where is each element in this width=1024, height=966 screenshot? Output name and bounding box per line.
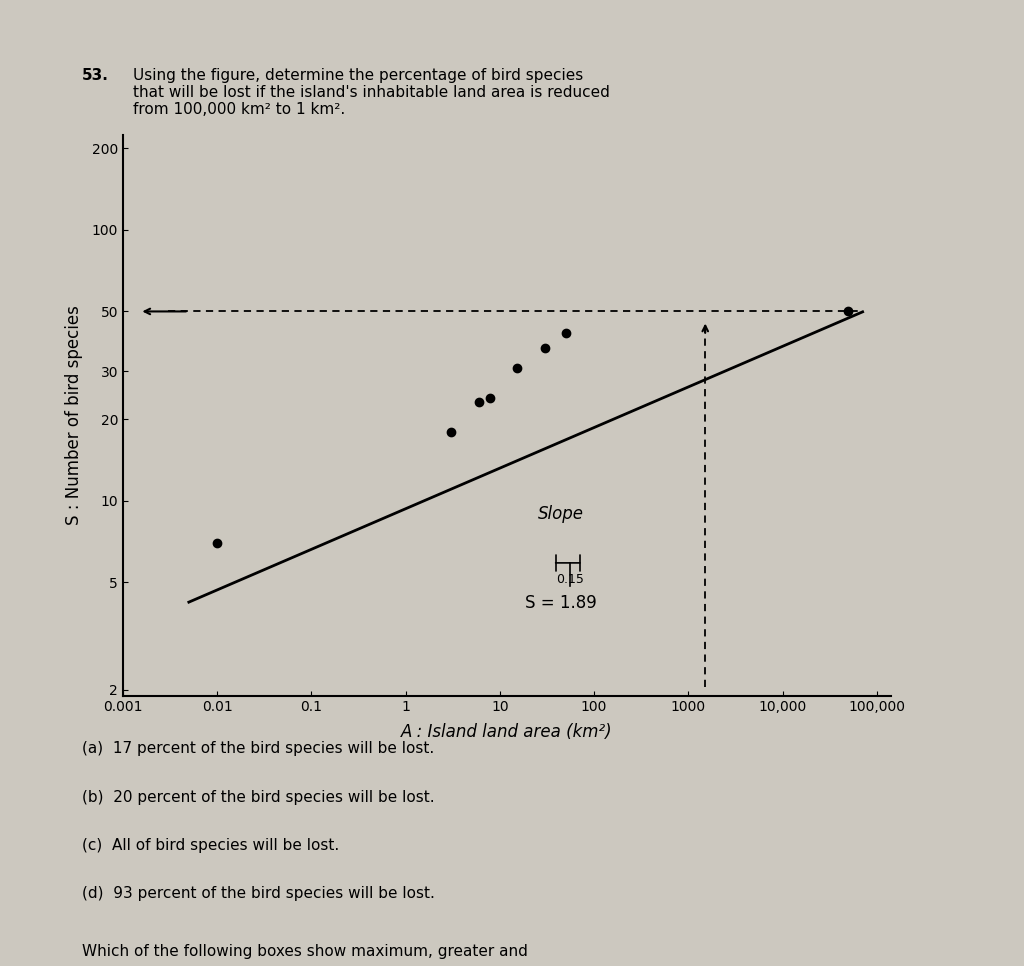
Y-axis label: S : Number of bird species: S : Number of bird species	[66, 305, 83, 526]
Text: (d)  93 percent of the bird species will be lost.: (d) 93 percent of the bird species will …	[82, 887, 435, 901]
Text: Slope: Slope	[538, 505, 584, 524]
Text: (b)  20 percent of the bird species will be lost.: (b) 20 percent of the bird species will …	[82, 790, 434, 805]
X-axis label: A : Island land area (km²): A : Island land area (km²)	[401, 723, 612, 741]
Text: (a)  17 percent of the bird species will be lost.: (a) 17 percent of the bird species will …	[82, 742, 434, 756]
Text: (c)  All of bird species will be lost.: (c) All of bird species will be lost.	[82, 838, 339, 853]
Text: Which of the following boxes show maximum, greater and: Which of the following boxes show maximu…	[82, 945, 527, 959]
Text: Using the figure, determine the percentage of bird species
that will be lost if : Using the figure, determine the percenta…	[133, 68, 610, 118]
Text: S = 1.89: S = 1.89	[525, 594, 597, 612]
Text: 53.: 53.	[82, 68, 109, 83]
Text: 0.15: 0.15	[557, 573, 585, 585]
